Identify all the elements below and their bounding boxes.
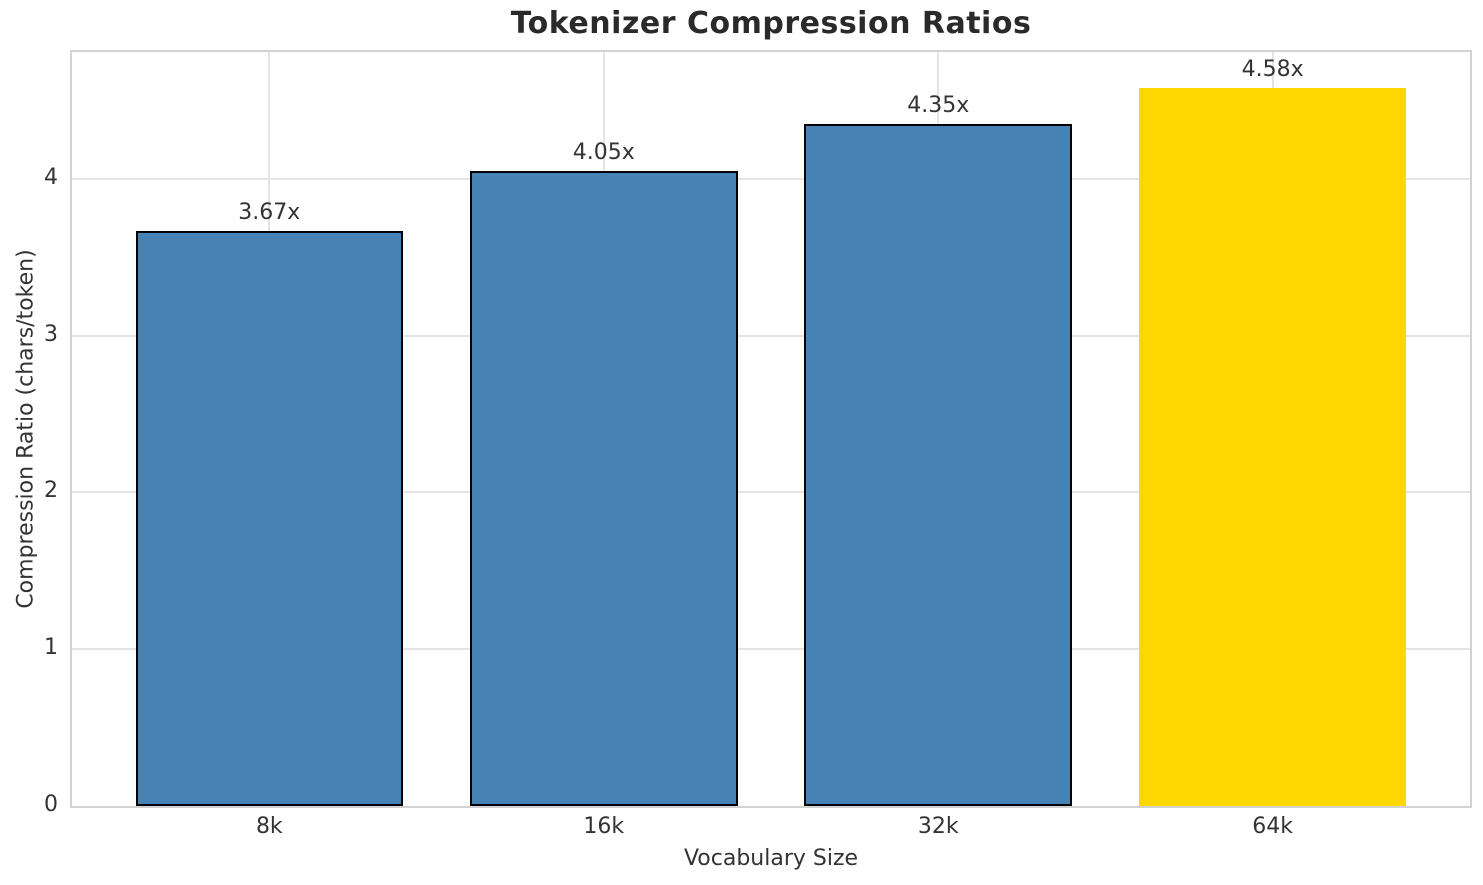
bar-16k xyxy=(469,171,738,806)
x-tick-label: 16k xyxy=(583,814,625,839)
bar-value-label: 3.67x xyxy=(238,199,301,225)
x-tick-label: 8k xyxy=(255,814,283,839)
x-axis-label: Vocabulary Size xyxy=(683,846,859,871)
y-tick-label: 4 xyxy=(44,164,58,190)
chart-title: Tokenizer Compression Ratios xyxy=(510,6,1032,41)
y-gridline xyxy=(72,648,1470,651)
x-tick-label: 32k xyxy=(917,814,959,839)
y-tick-label: 2 xyxy=(44,478,58,504)
bar-8k xyxy=(135,230,404,806)
bar-32k xyxy=(804,124,1072,806)
plot-area: 3.67x 4.05x 4.35x 4.58x xyxy=(70,50,1472,808)
bar-value-label: 4.05x xyxy=(572,140,635,166)
y-tick-label: 0 xyxy=(44,792,58,817)
y-axis-label: Compression Ratio (chars/token) xyxy=(13,249,39,609)
y-gridline xyxy=(72,177,1470,180)
bar-value-label: 4.58x xyxy=(1241,57,1304,83)
bar-64k xyxy=(1138,88,1407,806)
x-tick-label: 64k xyxy=(1252,814,1294,839)
y-gridline xyxy=(72,491,1470,494)
y-tick-label: 3 xyxy=(44,321,58,347)
y-gridline xyxy=(72,334,1470,337)
bar-value-label: 4.35x xyxy=(907,93,970,119)
y-tick-label: 1 xyxy=(44,635,58,661)
